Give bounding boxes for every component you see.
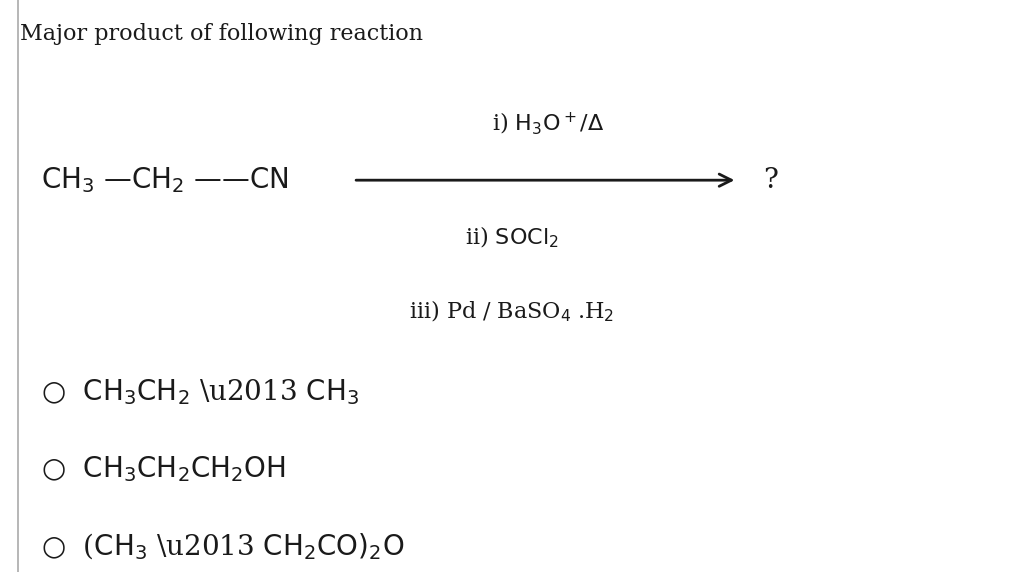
Text: ii) $\rm SOCl_2$: ii) $\rm SOCl_2$ [465,225,559,250]
Text: $\rm CH_3$ —$\rm CH_2$ ——$\rm CN$: $\rm CH_3$ —$\rm CH_2$ ——$\rm CN$ [41,165,289,195]
Text: ○  $\rm CH_3CH_2CH_2OH$: ○ $\rm CH_3CH_2CH_2OH$ [41,454,286,484]
Text: i) $\rm H_3O^+/\Delta$: i) $\rm H_3O^+/\Delta$ [492,110,604,136]
Text: iii) Pd / BaSO$_4$ .H$_2$: iii) Pd / BaSO$_4$ .H$_2$ [410,299,614,324]
Text: ○  $\rm CH_3CH_2$ \u2013 $\rm CH_3$: ○ $\rm CH_3CH_2$ \u2013 $\rm CH_3$ [41,377,359,407]
Text: ○  ($\rm CH_3$ \u2013 $\rm CH_2CO)_2O$: ○ ($\rm CH_3$ \u2013 $\rm CH_2CO)_2O$ [41,531,404,562]
Text: Major product of following reaction: Major product of following reaction [20,23,424,45]
Text: ?: ? [763,166,778,194]
